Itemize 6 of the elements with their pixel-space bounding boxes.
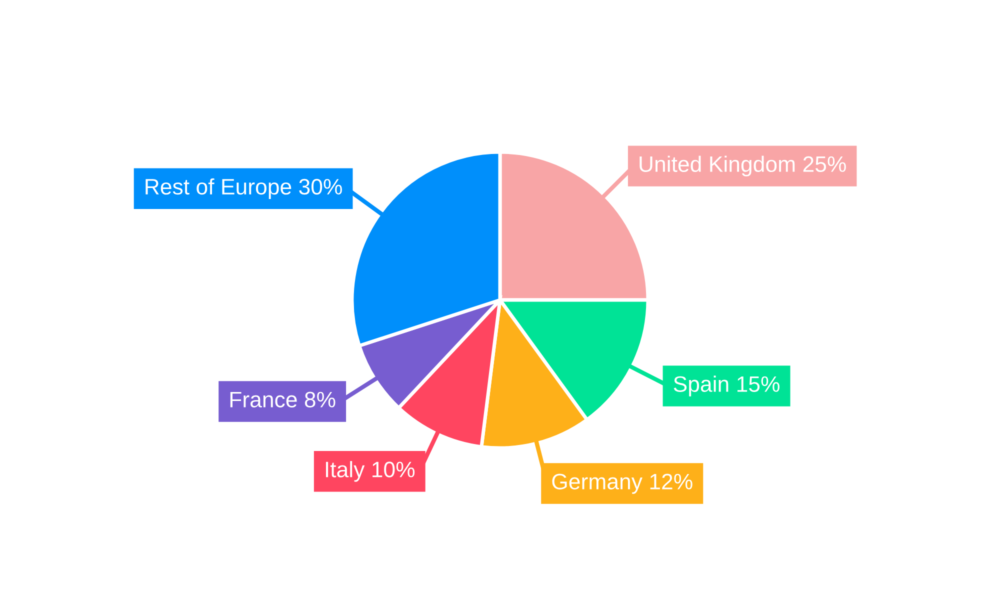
slice-label: Italy 10%: [326, 461, 415, 482]
slice-label: Spain 15%: [674, 376, 780, 396]
slice-label: United Kingdom 25%: [640, 156, 846, 176]
slice-label: France 8%: [230, 392, 336, 408]
slice-label: Rest of Europe 30%: [146, 178, 342, 200]
slice-label: Germany 12%: [552, 474, 692, 494]
